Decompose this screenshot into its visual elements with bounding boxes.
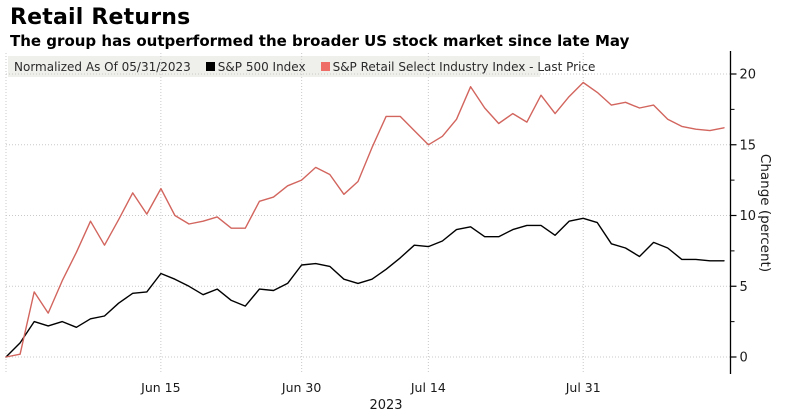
y-tick-label: 15 <box>740 138 757 153</box>
y-axis-title: Change (percent) <box>757 154 773 272</box>
legend: Normalized As Of 05/31/2023 S&P 500 Inde… <box>8 56 595 77</box>
retail-index-line <box>5 81 725 358</box>
y-tick-label: 20 <box>740 68 757 83</box>
sp500-swatch-icon <box>205 62 215 71</box>
retail-swatch-icon <box>320 62 330 71</box>
x-tick-label: Jul 14 <box>410 380 446 395</box>
x-axis-year-label: 2023 <box>369 398 402 413</box>
page-title: Retail Returns <box>10 5 191 30</box>
legend-item-label: S&P 500 Index <box>217 59 306 74</box>
legend-item-retail: S&P Retail Select Industry Index - Last … <box>320 59 596 74</box>
y-tick-label: 10 <box>740 209 757 224</box>
y-tick-label: 0 <box>740 351 748 366</box>
x-tick-label: Jun 15 <box>140 380 180 395</box>
legend-item-label: S&P Retail Select Industry Index - Last … <box>332 59 596 74</box>
legend-normalized-note: Normalized As Of 05/31/2023 <box>14 59 191 74</box>
sp500-line <box>5 217 725 358</box>
y-tick-label: 5 <box>740 280 748 295</box>
legend-item-sp500: S&P 500 Index <box>205 59 306 74</box>
x-tick-label: Jul 31 <box>565 380 601 395</box>
chart-subtitle: The group has outperformed the broader U… <box>10 32 630 50</box>
x-tick-label: Jun 30 <box>281 380 321 395</box>
